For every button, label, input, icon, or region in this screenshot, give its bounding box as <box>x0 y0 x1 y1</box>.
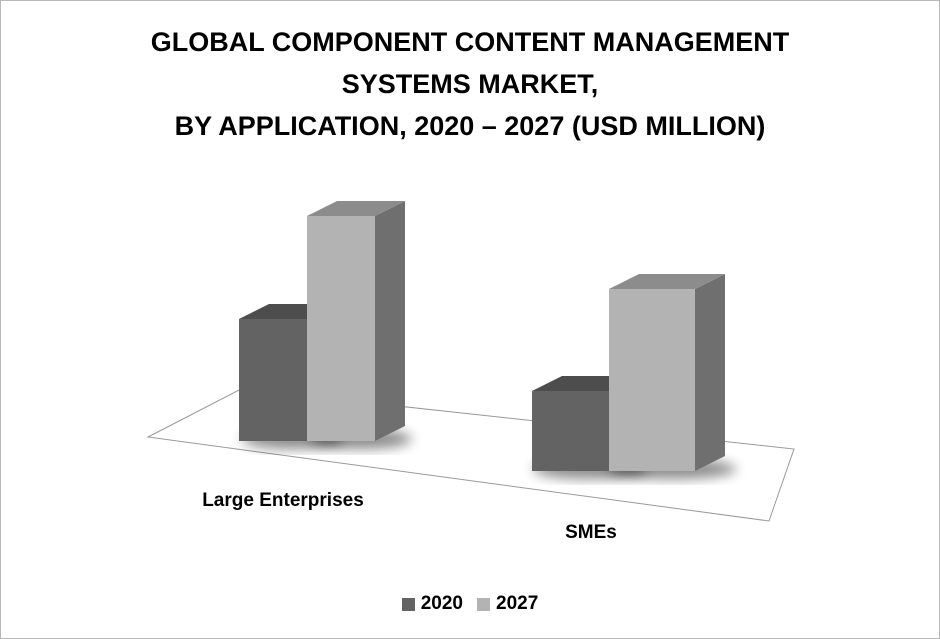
bar-top-face <box>609 274 725 289</box>
bar-front-face <box>239 319 307 441</box>
chart-title-line-2: SYSTEMS MARKET, <box>341 69 599 99</box>
bar-top-face <box>307 201 405 216</box>
bar-side-face <box>695 274 725 471</box>
bar-front-face <box>609 289 695 471</box>
legend-swatch-2027 <box>477 597 490 611</box>
legend-item-2020: 2020 <box>401 593 463 615</box>
bar-2027-smes <box>609 274 725 471</box>
bar-2027-large-enterprises <box>307 201 405 441</box>
legend-label-2020: 2020 <box>420 593 463 614</box>
bar-side-face <box>375 201 405 441</box>
legend-swatch-2020 <box>401 597 415 611</box>
chart-bars <box>239 201 737 479</box>
bar-front-face <box>307 216 375 441</box>
bar-front-face <box>532 391 609 471</box>
chart-legend: 2020 2027 <box>1 593 939 615</box>
chart-title-line-1: GLOBAL COMPONENT CONTENT MANAGEMENT <box>150 27 790 57</box>
chart-category-labels: Large Enterprises SMEs <box>202 490 617 543</box>
legend-item-2027: 2027 <box>477 593 538 615</box>
chart-title: GLOBAL COMPONENT CONTENT MANAGEMENT SYST… <box>1 21 939 147</box>
legend-label-2027: 2027 <box>496 593 539 614</box>
chart-title-line-3: BY APPLICATION, 2020 – 2027 (USD MILLION… <box>174 111 766 141</box>
category-label-smes: SMEs <box>565 522 617 543</box>
category-label-large-enterprises: Large Enterprises <box>202 490 364 511</box>
